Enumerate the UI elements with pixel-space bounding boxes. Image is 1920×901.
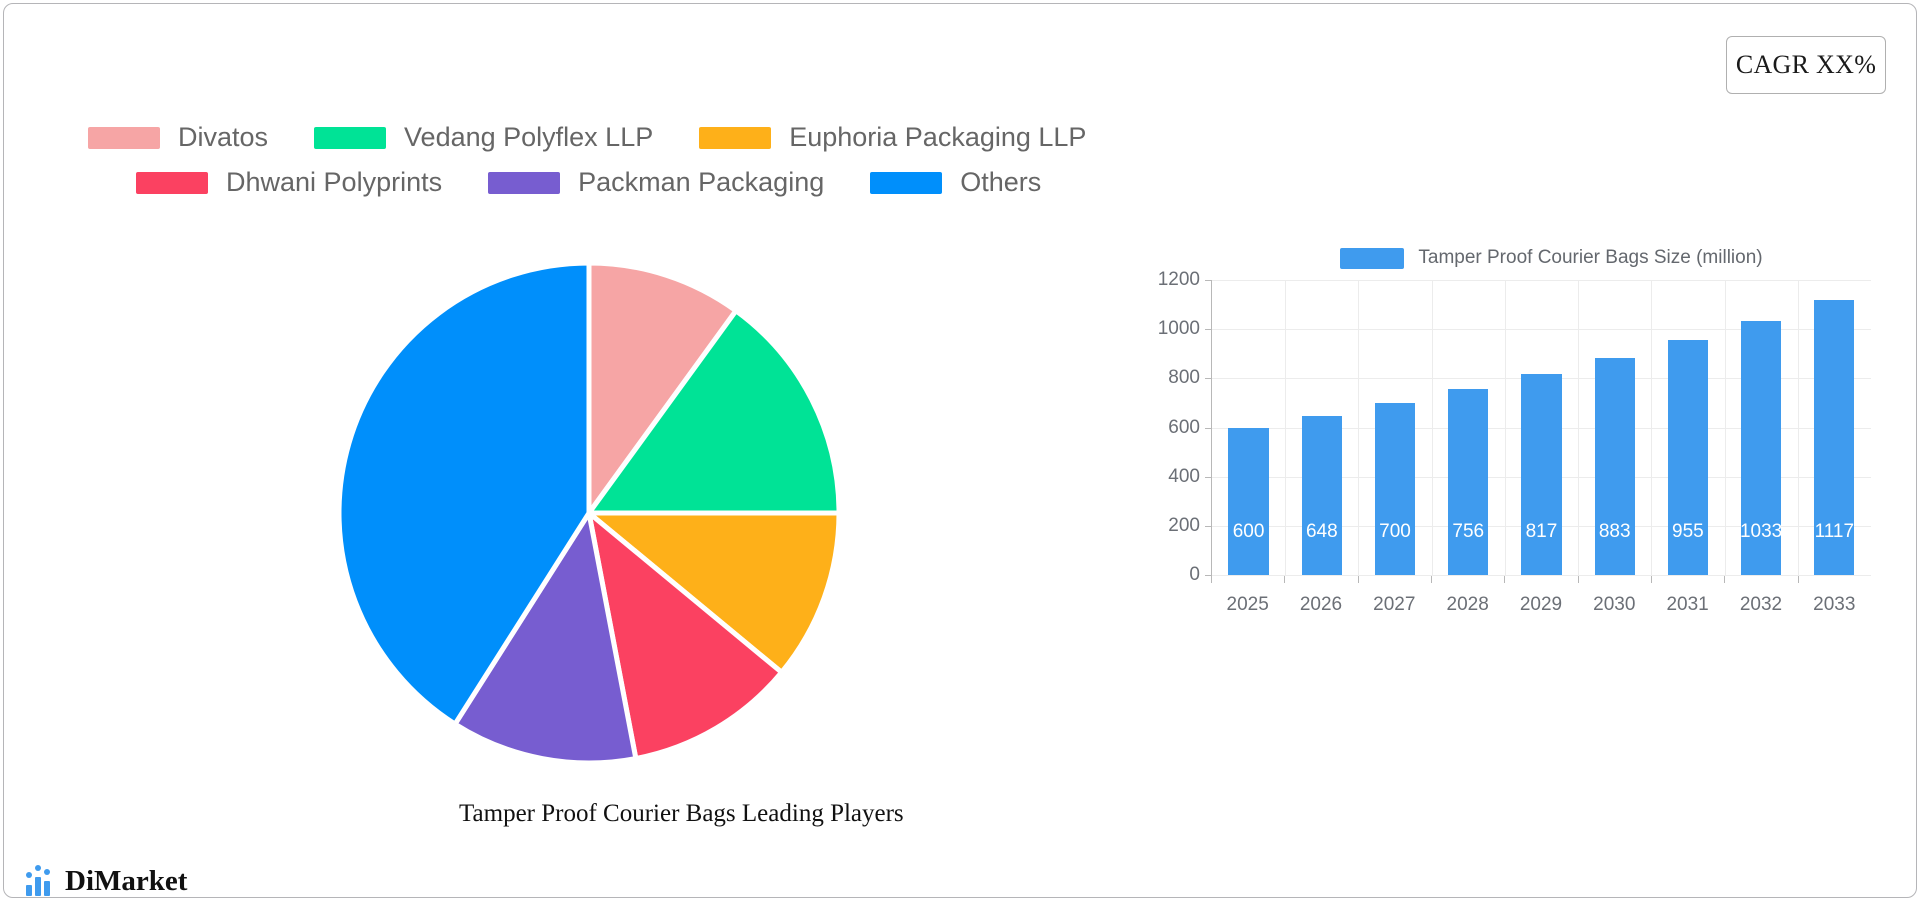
x-axis-tick-label: 2032 [1724,576,1797,616]
bar-chart-x-axis: 2025 2026 2027 2028 2029 2030 2031 2032 2033 [1211,576,1871,616]
legend-item-euphoria-packaging-llp[interactable]: Euphoria Packaging LLP [699,122,1086,153]
bar-slot: 648 [1285,280,1358,575]
legend-swatch-icon [88,126,160,149]
legend-item-divatos[interactable]: Divatos [88,122,268,153]
bar-slot: 600 [1212,280,1285,575]
bar-chart-legend-label: Tamper Proof Courier Bags Size (million) [1418,247,1763,268]
bar-chart-logo-icon [26,865,60,896]
cagr-badge-label: CAGR XX% [1735,50,1877,79]
bar-value-label: 756 [1452,521,1485,542]
pie-slice[interactable] [586,260,740,521]
x-axis-tick-label: 2033 [1797,576,1871,616]
legend-swatch-icon [314,126,387,149]
bar-value-label: 648 [1305,521,1338,542]
legend-label: Euphoria Packaging LLP [789,122,1087,152]
x-axis-tick-label: 2028 [1430,576,1504,616]
legend-label: Vedang Polyflex LLP [404,122,654,152]
gridline [1212,575,1871,576]
bar[interactable]: 600 [1228,427,1269,575]
bar-value-label: 1033 [1739,521,1783,542]
bar-value-label: 600 [1232,521,1265,542]
dimarket-logo-text: DiMarket [65,865,188,897]
bar[interactable]: 883 [1594,357,1635,575]
legend-item-packman-packaging[interactable]: Packman Packaging [488,167,824,198]
pie-slice[interactable] [336,260,592,728]
x-axis-tick-label: 2027 [1357,576,1431,616]
bar-value-label: 955 [1672,521,1704,542]
y-axis-tick-label: 200 [1168,515,1212,537]
y-axis-tick-label: 600 [1168,417,1212,439]
bar-slot: 1117 [1798,280,1871,575]
pie-chart-svg[interactable] [319,232,859,792]
bar-slot: 1033 [1725,280,1798,575]
bar-slot: 883 [1578,280,1651,575]
bar[interactable]: 1033 [1739,321,1783,575]
legend-label: Packman Packaging [578,167,825,197]
legend-item-vedang-polyflex-llp[interactable]: Vedang Polyflex LLP [314,122,653,153]
vertical-gridline [1285,280,1287,575]
bar-value-label: 817 [1525,521,1558,542]
bar-slot: 955 [1651,280,1724,575]
vertical-gridline [1504,280,1506,575]
vertical-gridline [1651,280,1653,575]
bar-chart-legend[interactable]: Tamper Proof Courier Bags Size (million) [1209,244,1894,272]
bar-slot: 756 [1432,280,1505,575]
x-axis-tick-label: 2030 [1577,576,1651,616]
bar-value-label: 883 [1598,521,1631,542]
gridline [1212,329,1871,331]
y-axis-tick-label: 0 [1189,564,1212,586]
pie-legend-row-1: Divatos Vedang Polyflex LLP Euphoria Pac… [4,122,1104,153]
bar-slot: 817 [1505,280,1578,575]
x-axis-tick-label: 2031 [1650,576,1724,616]
pie-slice[interactable] [585,506,786,762]
legend-item-dhwani-polyprints[interactable]: Dhwani Polyprints [136,167,442,198]
gridline [1212,280,1871,281]
bar-chart: Tamper Proof Courier Bags Size (million)… [1149,244,1894,664]
legend-swatch-icon [488,171,561,194]
y-axis-tick-label: 800 [1168,367,1212,389]
legend-label: Divatos [178,122,269,152]
bar[interactable]: 700 [1374,402,1416,575]
content-panel: CAGR XX% Divatos Vedang Polyflex LLP Eup… [3,3,1917,898]
bar-value-label: 700 [1379,521,1411,542]
pie-slice[interactable] [584,307,842,516]
pie-slice[interactable] [582,510,842,676]
vertical-gridline [1724,280,1726,575]
pie-slice[interactable] [451,506,639,766]
x-axis-tick-label: 2025 [1211,576,1284,616]
bar-slot: 700 [1358,280,1431,575]
vertical-gridline [1431,280,1433,575]
x-axis-tick-label: 2029 [1504,576,1577,616]
legend-label: Dhwani Polyprints [226,167,443,197]
cagr-badge: CAGR XX% [1726,36,1886,94]
vertical-gridline [1578,280,1580,575]
bar[interactable]: 648 [1301,415,1342,575]
y-axis-tick-label: 1000 [1158,318,1213,340]
y-axis-tick-label: 400 [1168,466,1212,488]
bar[interactable]: 1117 [1814,300,1855,575]
bar[interactable]: 756 [1448,389,1489,575]
bar-value-label: 1117 [1814,521,1855,542]
pie-chart: Tamper Proof Courier Bags Leading Player… [319,232,904,827]
legend-swatch-icon [1340,247,1405,269]
bar-chart-bars: 600 648 700 756 817 883 955 1033 1117 [1212,280,1871,575]
dimarket-logo: DiMarket [26,862,187,896]
x-axis-tick-label: 2026 [1284,576,1357,616]
pie-legend: Divatos Vedang Polyflex LLP Euphoria Pac… [4,122,1104,212]
y-axis-tick-label: 1200 [1158,269,1213,291]
legend-swatch-icon [699,126,772,149]
legend-swatch-icon [136,171,208,194]
pie-chart-title: Tamper Proof Courier Bags Leading Player… [459,800,904,827]
legend-swatch-icon [870,171,943,194]
bar[interactable]: 817 [1521,374,1562,575]
vertical-gridline [1797,280,1799,575]
legend-item-others[interactable]: Others [870,167,1041,198]
bar-chart-plot-area: 1200 1000 800 600 400 200 0 600 648 700 756 817 883… [1158,269,1871,585]
bar[interactable]: 955 [1667,340,1709,575]
vertical-gridline [1358,280,1360,575]
legend-label: Others [960,167,1042,197]
pie-legend-row-2: Dhwani Polyprints Packman Packaging Othe… [4,167,1104,198]
